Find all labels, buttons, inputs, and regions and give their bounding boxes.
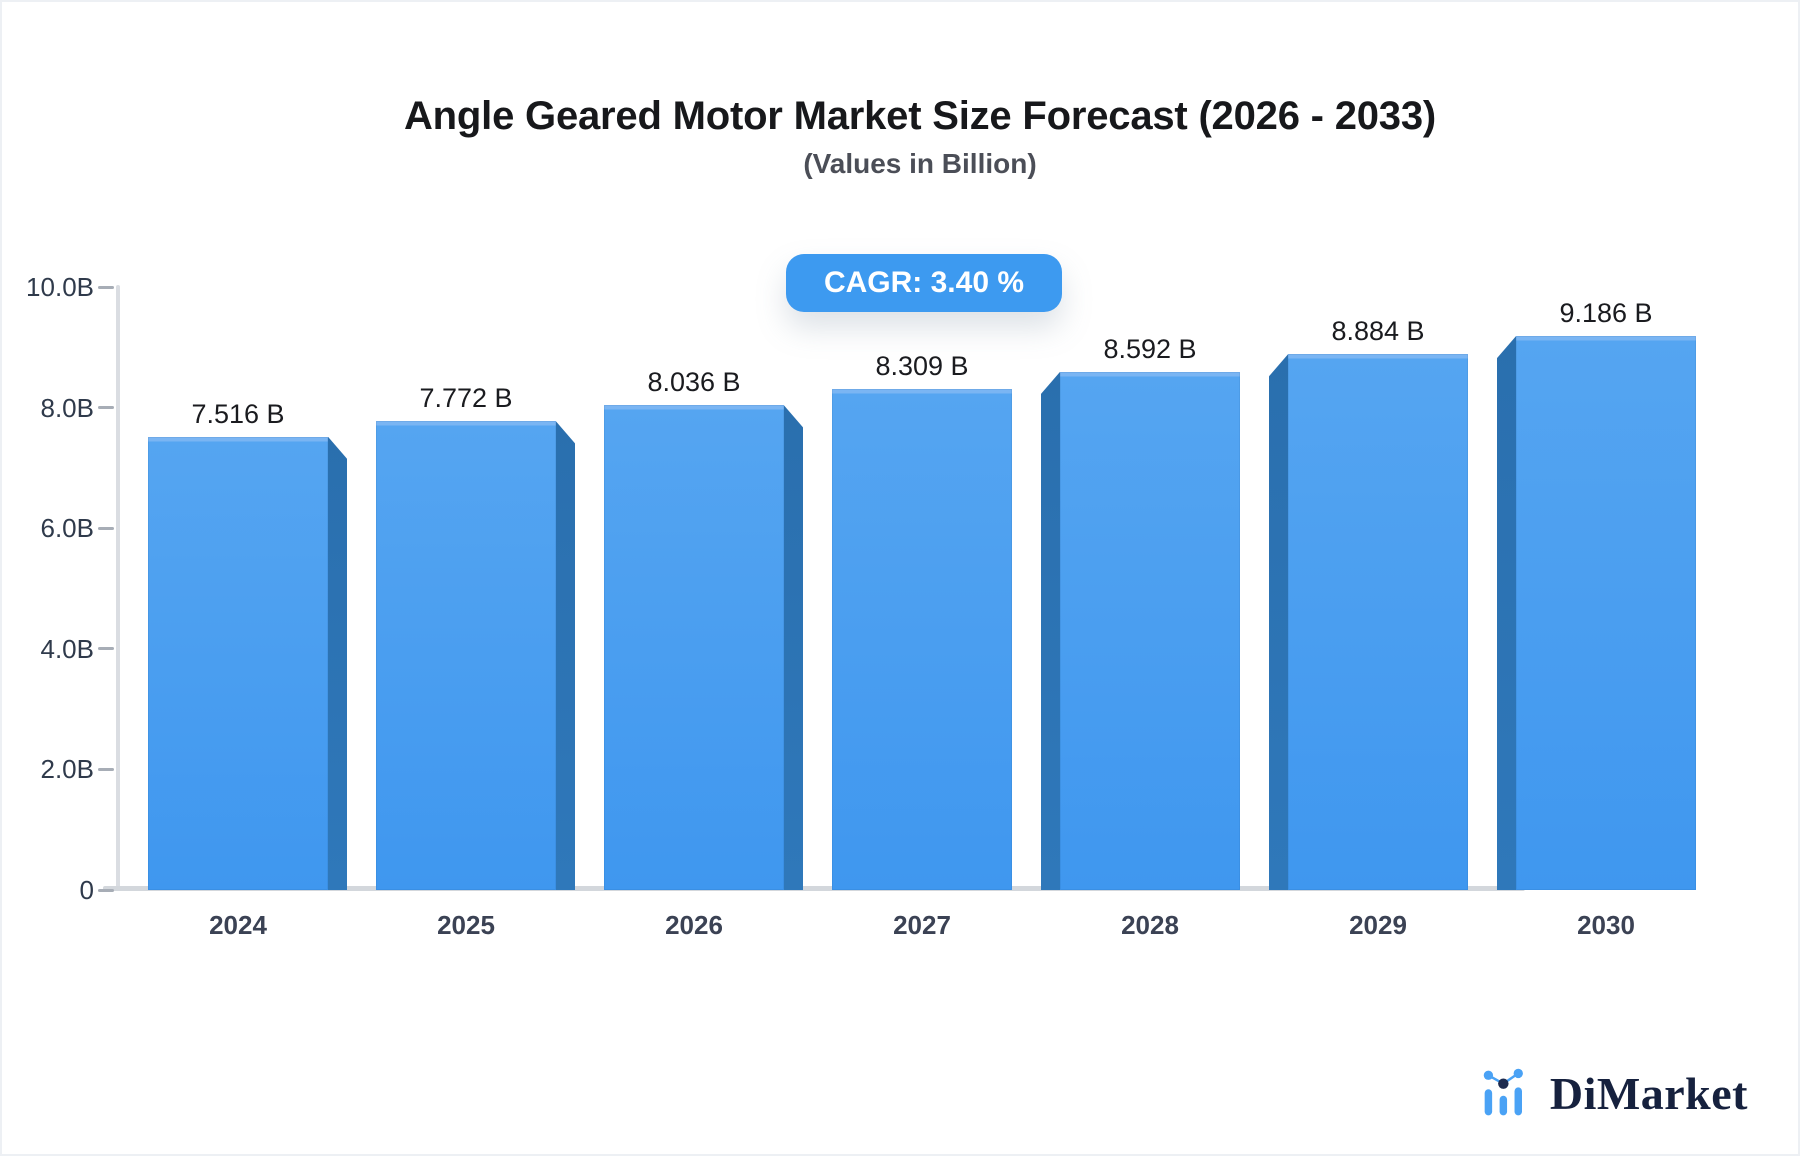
chart-subtitle: (Values in Billion) <box>803 148 1037 179</box>
cagr-badge: CAGR: 3.40 % <box>786 254 1062 312</box>
bar <box>148 436 328 890</box>
y-axis-tick-mark <box>98 888 114 892</box>
x-axis-category-label: 2027 <box>893 910 951 940</box>
bar <box>376 421 556 890</box>
bar-value-label: 8.036 B <box>647 367 741 398</box>
y-axis-tick-mark <box>98 285 114 289</box>
bar-chart-trend-icon <box>1480 1066 1536 1120</box>
brand-name: DiMarket <box>1549 1067 1748 1119</box>
x-axis-category-label: 2025 <box>437 910 495 940</box>
bar-value-label: 8.884 B <box>1331 316 1425 347</box>
bar-value-label: 8.592 B <box>1103 333 1197 364</box>
y-axis-tick-mark <box>98 767 114 771</box>
bar-side-face <box>1269 354 1288 890</box>
y-axis-tick-label: 8.0B <box>40 392 95 423</box>
x-axis-category-label: 2029 <box>1349 910 1407 940</box>
x-axis-category-label: 2026 <box>665 910 723 940</box>
bar-side-face <box>1041 371 1060 890</box>
y-axis-tick-mark <box>98 406 114 410</box>
x-axis-category-label: 2028 <box>1121 910 1179 940</box>
bar <box>1060 371 1240 890</box>
bar-value-label: 7.516 B <box>191 398 285 429</box>
x-axis-line <box>103 886 1525 891</box>
y-axis-tick-mark <box>98 647 114 651</box>
bar-value-label: 7.772 B <box>419 383 513 414</box>
y-axis-line <box>116 285 120 888</box>
cagr-badge-label: CAGR: 3.40 % <box>823 266 1025 299</box>
y-axis-tick-label: 0 <box>79 875 94 905</box>
bar <box>1288 354 1468 890</box>
bar <box>832 388 1012 890</box>
bar-side-face <box>328 436 347 890</box>
x-axis-category-label: 2024 <box>209 910 267 940</box>
y-axis-tick-label: 4.0B <box>40 633 95 664</box>
bar-side-face <box>1497 336 1516 890</box>
x-axis-category-label: 2030 <box>1577 910 1635 940</box>
bar-value-label: 8.309 B <box>875 350 969 381</box>
y-axis-tick-label: 6.0B <box>40 513 95 544</box>
bar-side-face <box>556 421 575 890</box>
bar-value-label: 9.186 B <box>1559 298 1653 329</box>
bar-side-face <box>784 405 803 890</box>
y-axis-tick-label: 10.0B <box>26 272 94 302</box>
bar <box>1516 336 1696 890</box>
chart-title: Angle Geared Motor Market Size Forecast … <box>404 94 1436 138</box>
bar <box>604 405 784 890</box>
y-axis-tick-mark <box>98 526 114 530</box>
brand-logo: DiMarket <box>1480 1066 1748 1120</box>
y-axis-tick-label: 2.0B <box>40 754 95 785</box>
